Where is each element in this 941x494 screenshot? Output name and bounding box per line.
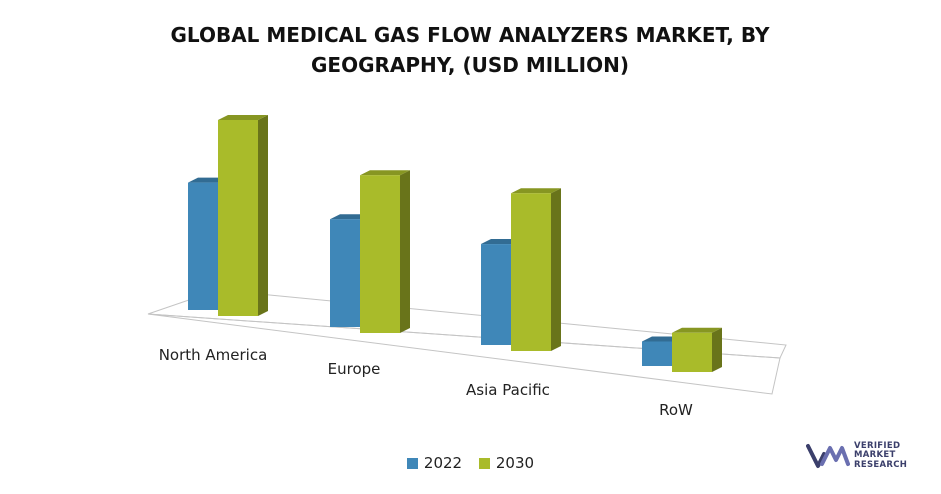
chart-title-line-2: GEOGRAPHY, (USD MILLION)	[310, 53, 629, 77]
category-label-north-america: North America	[159, 346, 268, 364]
brand-logo: VERIFIED MARKET RESEARCH	[806, 436, 926, 476]
brand-logo-line-2: MARKET	[854, 450, 896, 461]
bar-side-row-2030	[712, 327, 722, 372]
brand-logo-line-3: RESEARCH	[854, 459, 908, 470]
bar-side-north-america-2030	[258, 115, 268, 316]
chart-bars	[188, 115, 722, 372]
chart-title: GLOBAL MEDICAL GAS FLOW ANALYZERS MARKET…	[120, 20, 820, 80]
bar-north-america-2030	[218, 115, 268, 316]
brand-logo-line-1: VERIFIED	[854, 440, 901, 451]
brand-logo-text: VERIFIED MARKET RESEARCH	[854, 440, 908, 471]
legend-swatch-2022	[406, 457, 418, 469]
chart-floor-edge	[147, 313, 781, 395]
bar-side-europe-2030	[400, 170, 410, 333]
bar-front-europe-2030	[360, 175, 400, 333]
legend-label-2030: 2030	[495, 454, 535, 472]
bar-front-row-2030	[672, 332, 712, 372]
bar-top-north-america-2030	[218, 115, 268, 120]
category-label-asia-pacific: Asia Pacific	[466, 381, 550, 399]
bar-asia-pacific-2030	[511, 188, 561, 351]
bar-top-europe-2030	[360, 170, 410, 176]
chart-title-line-1: GLOBAL MEDICAL GAS FLOW ANALYZERS MARKET…	[170, 23, 770, 47]
legend-item-2030: 2030	[478, 454, 535, 472]
bar-front-asia-pacific-2030	[511, 193, 551, 351]
legend-label-2022: 2022	[423, 454, 463, 472]
legend-swatch-2030	[478, 457, 490, 469]
category-label-row: RoW	[659, 401, 693, 419]
bar-top-asia-pacific-2030	[511, 188, 561, 194]
legend-item-2022: 2022	[406, 454, 463, 472]
bar-front-north-america-2030	[218, 120, 258, 316]
brand-logo-mark	[806, 444, 850, 468]
chart-legend: 2022 2030	[0, 454, 941, 473]
category-label-europe: Europe	[328, 360, 381, 378]
bar-row-2030	[672, 327, 722, 372]
chart-category-labels: North America Europe Asia Pacific RoW	[159, 346, 693, 419]
bar-europe-2030	[360, 170, 410, 333]
bar-side-asia-pacific-2030	[551, 188, 561, 351]
bar-top-row-2030	[672, 327, 722, 333]
